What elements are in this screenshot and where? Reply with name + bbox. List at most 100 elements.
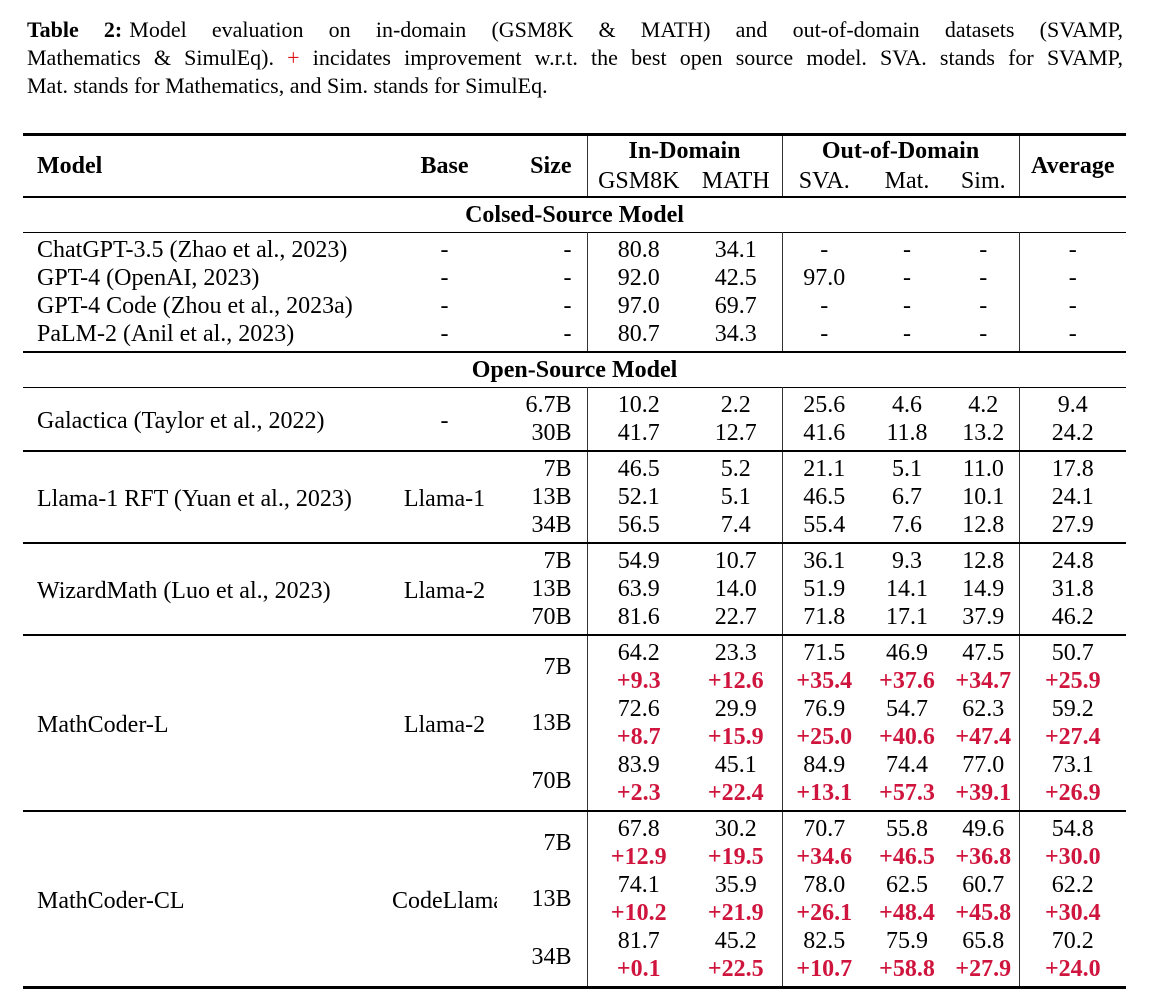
value-cell: 23.3	[714, 640, 757, 666]
delta-row: +2.3 +22.4 +13.1 +57.3 +39.1 +26.9	[23, 779, 1127, 811]
size-cell: 6.7B	[525, 392, 572, 418]
value-cell: -	[903, 237, 911, 263]
delta-cell: +2.3	[586, 779, 690, 811]
value-cell: 45.2	[714, 928, 757, 954]
delta-cell: +12.9	[586, 843, 690, 871]
value-cell: 80.8	[586, 232, 690, 264]
value-cell: 25.6	[781, 387, 866, 419]
size-cell: 70B	[531, 604, 572, 630]
model-group-body: MathCoder-CL CodeLlama 7B 67.8 30.2 70.7 55.8 4…	[23, 811, 1127, 988]
col-header-base: Base	[420, 153, 469, 179]
delta-cell: +21.9	[707, 900, 764, 926]
delta-cell: +26.1	[781, 899, 866, 927]
value-cell: 13.2	[962, 420, 1005, 446]
value-cell: 82.5	[781, 927, 866, 955]
value-cell: 54.9	[586, 543, 690, 575]
value-cell: 70.2	[1018, 927, 1127, 955]
table-row: 13B 63.9 14.0 51.9 14.1 14.9 31.8	[23, 575, 1127, 603]
value-cell: 5.1	[892, 456, 922, 482]
value-cell: -	[1018, 232, 1127, 264]
value-cell: 27.9	[1018, 511, 1127, 543]
section-title-row: Open-Source Model	[23, 352, 1126, 388]
value-cell: -	[979, 265, 988, 291]
value-cell: 36.1	[781, 543, 866, 575]
size-cell: 13B	[531, 886, 572, 912]
value-cell: 17.8	[1018, 451, 1127, 483]
delta-row: +9.3 +12.6 +35.4 +37.6 +34.7 +25.9	[23, 667, 1127, 695]
value-cell: 59.2	[1018, 695, 1127, 723]
value-cell: 17.1	[886, 604, 928, 630]
col-header-model: Model	[37, 153, 103, 179]
col-header-gsm8k: GSM8K	[586, 166, 690, 197]
size-cell: 34B	[531, 943, 572, 970]
base-cell: Llama-2	[403, 711, 486, 738]
col-header-mat: Mat.	[884, 168, 930, 194]
delta-cell: +9.3	[586, 667, 690, 695]
value-cell: 11.8	[886, 420, 928, 446]
table-row: 13B 72.6 29.9 76.9 54.7 62.3 59.2	[23, 695, 1127, 736]
model-cell: WizardMath (Luo et al., 2023)	[37, 577, 331, 604]
value-cell: 46.9	[886, 640, 928, 666]
value-cell: 92.0	[586, 264, 690, 292]
value-cell: 74.1	[586, 871, 690, 899]
delta-cell: +37.6	[879, 668, 935, 694]
table-row: GPT-4 Code (Zhou et al., 2023a) - -97.0 69.…	[23, 292, 1127, 320]
delta-cell: +27.9	[955, 956, 1012, 982]
delta-row: +8.7 +15.9 +25.0 +40.6 +47.4 +27.4	[23, 723, 1127, 751]
value-cell: 77.0	[962, 752, 1005, 778]
value-cell: 56.5	[586, 511, 690, 543]
table-row: 34B 56.5 7.4 55.4 7.6 12.8 27.9	[23, 511, 1127, 543]
delta-cell: +8.7	[586, 723, 690, 751]
value-cell: 71.8	[781, 603, 866, 635]
delta-cell: +57.3	[879, 780, 935, 806]
value-cell: 60.7	[962, 872, 1005, 898]
value-cell: -	[903, 265, 911, 291]
model-group-body: MathCoder-L Llama-2 7B 64.2 23.3 71.5 46.9 47.5…	[23, 635, 1127, 811]
value-cell: 80.7	[586, 320, 690, 352]
value-cell: 84.9	[781, 751, 866, 779]
value-cell: 54.8	[1018, 811, 1127, 843]
caption-line: Mathematics & SimulEq). + incidates impr…	[27, 44, 1123, 72]
delta-cell: +46.5	[879, 844, 935, 870]
value-cell: 4.2	[968, 392, 999, 418]
model-group-body: Galactica (Taylor et al., 2022) - 6.7B 10.2…	[23, 387, 1127, 451]
delta-cell: +30.4	[1018, 899, 1127, 927]
value-cell: 64.2	[586, 635, 690, 667]
delta-cell: +24.0	[1018, 955, 1127, 988]
delta-cell: +25.0	[781, 723, 866, 751]
value-cell: 81.7	[586, 927, 690, 955]
value-cell: 46.5	[781, 483, 866, 511]
delta-cell: +10.7	[781, 955, 866, 988]
size-cell: 7B	[543, 456, 572, 482]
table-row: 13B 74.1 35.9 78.0 62.5 60.7 62.2	[23, 871, 1127, 912]
delta-row: +10.2 +21.9 +26.1 +48.4 +45.8 +30.4	[23, 899, 1127, 927]
value-cell: 62.2	[1018, 871, 1127, 899]
size-cell: 30B	[531, 420, 572, 446]
value-cell: 7.4	[720, 512, 751, 538]
value-cell: 9.4	[1018, 387, 1127, 419]
value-cell: 75.9	[886, 928, 928, 954]
section-title-body: Colsed-Source Model	[23, 197, 1127, 233]
delta-cell: +15.9	[707, 724, 764, 750]
section-title: Colsed-Source Model	[465, 202, 684, 228]
section-title-row: Colsed-Source Model	[23, 197, 1126, 233]
table-row: 13B 52.1 5.1 46.5 6.7 10.1 24.1	[23, 483, 1127, 511]
value-cell: 4.6	[892, 392, 922, 418]
value-cell: -	[1018, 320, 1127, 352]
value-cell: 45.1	[714, 752, 757, 778]
table-row: 70B 81.6 22.7 71.8 17.1 37.9 46.2	[23, 603, 1127, 635]
value-cell: -	[979, 237, 988, 263]
value-cell: 10.1	[962, 484, 1005, 510]
value-cell: 47.5	[962, 640, 1005, 666]
delta-cell: +19.5	[707, 844, 764, 870]
table-row: WizardMath (Luo et al., 2023) Llama-2 7B 54…	[23, 543, 1127, 604]
value-cell: 11.0	[962, 456, 1004, 482]
results-table: Model Base Size In-Domain Out-of-Domain …	[23, 133, 1127, 989]
value-cell: 12.8	[962, 548, 1005, 574]
delta-cell: +45.8	[955, 900, 1012, 926]
caption-line: Mat. stands for Mathematics, and Sim. st…	[27, 72, 1123, 100]
base-cell: -	[440, 237, 449, 263]
value-cell: 35.9	[714, 872, 757, 898]
caption-line: Table 2: Model evaluation on in-domain (G…	[27, 16, 1123, 44]
